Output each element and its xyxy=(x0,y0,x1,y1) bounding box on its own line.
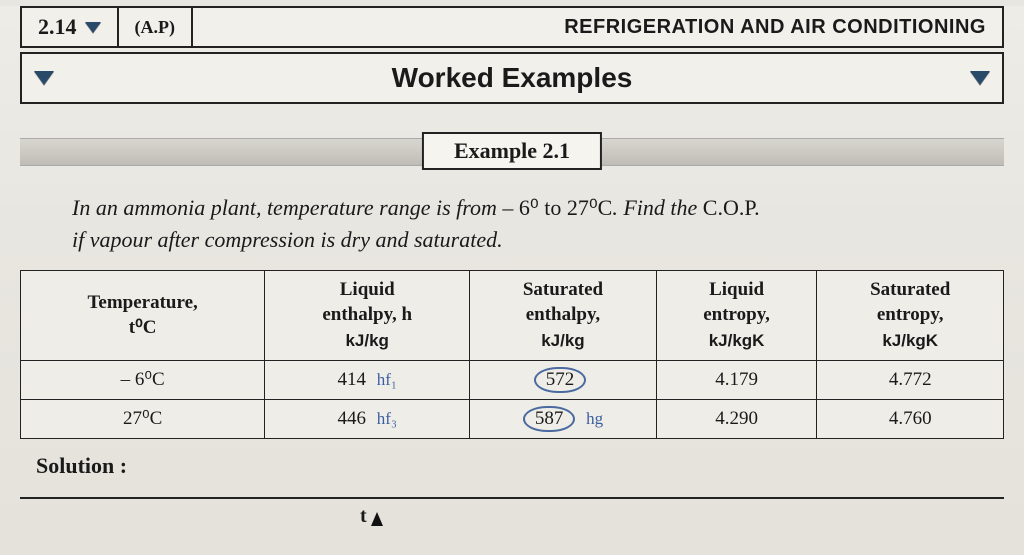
col-header-hsat: Saturated enthalpy, kJ/kg xyxy=(470,270,657,360)
worked-examples-banner: Worked Examples xyxy=(20,52,1004,104)
book-title-cell: REFRIGERATION AND AIR CONDITIONING xyxy=(193,8,1002,46)
problem-text: . Find the xyxy=(612,195,702,220)
solution-heading: Solution : xyxy=(36,453,1004,479)
cell-hsat: 572 xyxy=(470,360,657,399)
circled-value: 572 xyxy=(534,367,587,393)
cell-temp: – 6⁰C xyxy=(21,360,265,399)
example-label-box: Example 2.1 xyxy=(422,132,602,170)
arrow-down-icon xyxy=(85,22,101,33)
example-label: Example 2.1 xyxy=(454,138,570,163)
cell-hliq: 446 hf₃ xyxy=(265,399,470,438)
problem-cop: C.O.P. xyxy=(703,195,760,220)
banner-title: Worked Examples xyxy=(54,62,970,94)
col-l1: Temperature, xyxy=(87,292,197,313)
table-header-row: Temperature, t⁰C Liquid enthalpy, h kJ/k… xyxy=(21,270,1004,360)
col-l1: Liquid xyxy=(340,279,395,300)
book-title: REFRIGERATION AND AIR CONDITIONING xyxy=(564,16,986,39)
col-unit: kJ/kg xyxy=(345,331,388,350)
t-axis: t xyxy=(360,505,383,528)
col-unit: kJ/kgK xyxy=(709,331,765,350)
ap-label: (A.P) xyxy=(135,17,175,38)
ap-cell: (A.P) xyxy=(119,8,193,46)
col-l2: entropy, xyxy=(877,304,944,325)
data-table: Temperature, t⁰C Liquid enthalpy, h kJ/k… xyxy=(20,270,1004,439)
chapter-header: 2.14 (A.P) REFRIGERATION AND AIR CONDITI… xyxy=(20,6,1004,48)
col-l2: enthalpy, xyxy=(526,304,600,325)
cell-value: 446 xyxy=(338,408,367,429)
cell-value: 414 xyxy=(338,369,367,390)
cell-sliq: 4.179 xyxy=(656,360,817,399)
col-l1: Saturated xyxy=(870,279,950,300)
section-number: 2.14 xyxy=(38,14,77,40)
col-header-hliq: Liquid enthalpy, h kJ/kg xyxy=(265,270,470,360)
handwritten-annotation: hg xyxy=(586,409,603,428)
col-l2: entropy, xyxy=(703,304,770,325)
cell-hsat: 587 hg xyxy=(470,399,657,438)
example-heading: Example 2.1 xyxy=(20,132,1004,174)
handwritten-annotation: hf₁ xyxy=(377,370,397,389)
col-header-ssat: Saturated entropy, kJ/kgK xyxy=(817,270,1004,360)
page: 2.14 (A.P) REFRIGERATION AND AIR CONDITI… xyxy=(0,6,1024,555)
table-row: 27⁰C 446 hf₃ 587 hg 4.290 4.760 xyxy=(21,399,1004,438)
cell-sliq: 4.290 xyxy=(656,399,817,438)
col-unit: kJ/kg xyxy=(541,331,584,350)
col-l2: enthalpy, h xyxy=(322,304,412,325)
cell-hliq: 414 hf₁ xyxy=(265,360,470,399)
arrow-up-icon xyxy=(371,512,383,526)
col-unit: kJ/kgK xyxy=(882,331,938,350)
axis-label: t xyxy=(360,505,367,528)
arrow-down-icon xyxy=(970,71,990,85)
table-row: – 6⁰C 414 hf₁ 572 4.179 4.772 xyxy=(21,360,1004,399)
cell-ssat: 4.772 xyxy=(817,360,1004,399)
col-header-temp: Temperature, t⁰C xyxy=(21,270,265,360)
cell-temp: 27⁰C xyxy=(21,399,265,438)
problem-text: if vapour after compression is dry and s… xyxy=(72,227,503,252)
data-table-wrap: Temperature, t⁰C Liquid enthalpy, h kJ/k… xyxy=(20,270,1004,439)
circled-value: 587 xyxy=(523,406,576,432)
section-number-cell: 2.14 xyxy=(22,8,119,46)
col-header-sliq: Liquid entropy, kJ/kgK xyxy=(656,270,817,360)
col-l1: Saturated xyxy=(523,279,603,300)
problem-range: – 6⁰ to 27⁰C xyxy=(502,195,612,220)
problem-text: In an ammonia plant, temperature range i… xyxy=(72,195,502,220)
col-l1: Liquid xyxy=(709,279,764,300)
col-l2: t⁰C xyxy=(129,317,157,338)
problem-statement: In an ammonia plant, temperature range i… xyxy=(72,192,952,256)
cell-ssat: 4.760 xyxy=(817,399,1004,438)
solution-label: Solution : xyxy=(36,453,127,478)
handwritten-annotation: hf₃ xyxy=(377,409,397,428)
arrow-down-icon xyxy=(34,71,54,85)
figure-top-border: t xyxy=(20,497,1004,537)
